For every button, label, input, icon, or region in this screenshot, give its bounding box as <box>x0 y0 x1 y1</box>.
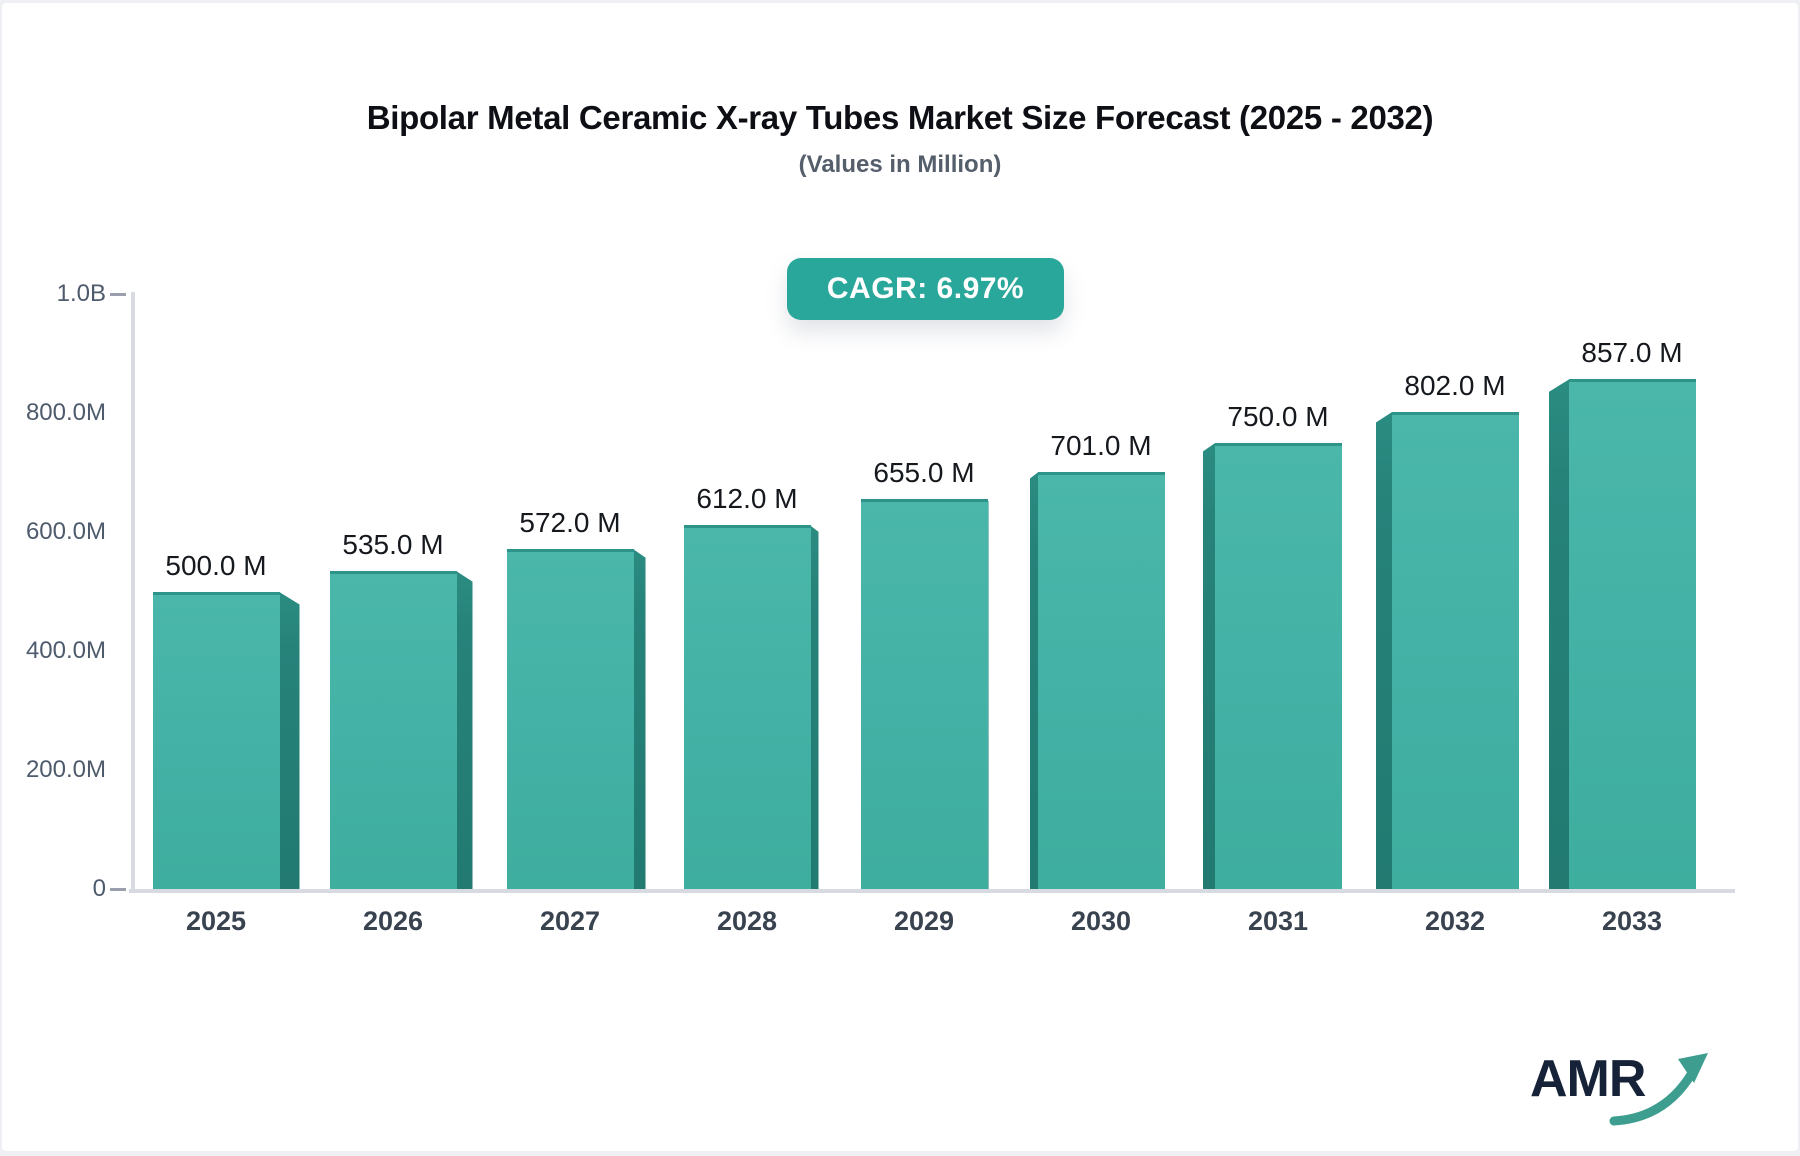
bar-side-face <box>1029 471 1039 889</box>
x-axis-label-2027: 2027 <box>539 906 601 936</box>
bar-side-face <box>986 499 989 889</box>
x-axis-label-2025: 2025 <box>185 906 247 936</box>
bar-front-face <box>1037 471 1165 889</box>
bar-side-face <box>1375 411 1393 889</box>
bar-value-label: 655.0 M <box>873 457 975 489</box>
bar-value-label: 701.0 M <box>1050 429 1152 461</box>
bar-front-face <box>1391 411 1519 889</box>
y-axis-label: 600.0M <box>25 518 106 545</box>
x-axis-label-2032: 2032 <box>1424 906 1486 936</box>
bar-front-face <box>1214 442 1342 889</box>
x-axis-label-2030: 2030 <box>1070 906 1132 936</box>
x-axis-line <box>129 889 1735 893</box>
y-axis-tick <box>110 293 126 296</box>
x-axis-label-2031: 2031 <box>1247 906 1309 936</box>
y-axis-label: 400.0M <box>25 637 106 664</box>
bar-front-face <box>329 570 457 889</box>
amr-logo: AMR <box>1530 1039 1760 1131</box>
y-axis-line <box>131 292 135 893</box>
bar-value-label: 500.0 M <box>165 549 267 581</box>
y-axis-label: 1.0B <box>56 280 106 307</box>
bar-value-label: 802.0 M <box>1404 369 1506 401</box>
bar-front-face <box>506 548 634 889</box>
chart-subtitle: (Values in Million) <box>798 151 1002 178</box>
y-axis-label: 800.0M <box>25 399 106 426</box>
bar-value-label: 572.0 M <box>519 506 621 538</box>
bar-value-label: 535.0 M <box>342 528 444 560</box>
bar-side-face <box>1548 379 1570 889</box>
bar-front-face <box>860 499 988 889</box>
bar-front-face <box>683 524 811 889</box>
y-axis-label: 0 <box>92 875 106 902</box>
bar-side-face <box>278 591 300 889</box>
chart-card: Bipolar Metal Ceramic X-ray Tubes Market… <box>2 3 1798 1151</box>
x-axis-label-2028: 2028 <box>716 906 778 936</box>
bar-side-face <box>1202 442 1216 889</box>
bar-side-face <box>632 548 646 889</box>
bar-value-label: 612.0 M <box>696 482 798 514</box>
y-axis-label: 200.0M <box>25 756 106 783</box>
x-axis-label-2026: 2026 <box>362 906 424 936</box>
bar-value-label: 750.0 M <box>1227 400 1329 432</box>
bar-front-face <box>1568 379 1696 889</box>
logo-text: AMR <box>1530 1050 1646 1108</box>
x-axis-label-2033: 2033 <box>1601 906 1663 936</box>
growth-arrow-icon <box>1609 1053 1708 1126</box>
bar-side-face <box>809 524 819 889</box>
chart-title: Bipolar Metal Ceramic X-ray Tubes Market… <box>366 99 1434 136</box>
y-axis-tick <box>110 888 126 891</box>
x-axis-label-2029: 2029 <box>893 906 955 936</box>
cagr-badge: CAGR: 6.97% <box>787 258 1064 320</box>
bar-value-label: 857.0 M <box>1581 337 1683 369</box>
bar-front-face <box>152 591 280 889</box>
bar-side-face <box>455 570 473 889</box>
